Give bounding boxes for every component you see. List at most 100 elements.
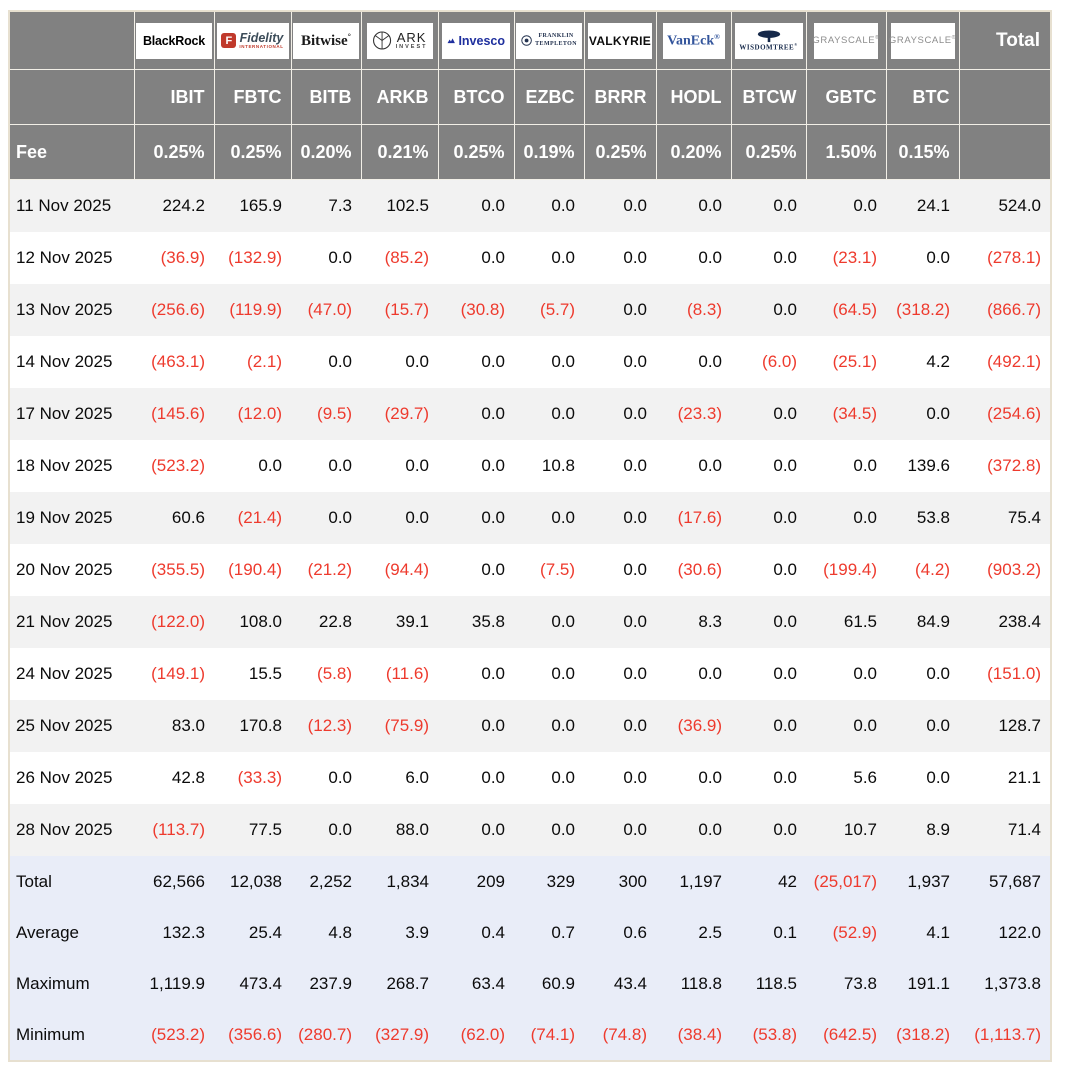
flow-value-cell: 1,197: [656, 856, 731, 907]
invesco-logo: Invesco: [442, 22, 510, 59]
invesco-mountain-icon: [447, 38, 455, 44]
flow-value-cell: (278.1): [959, 232, 1051, 284]
flow-value-cell: 77.5: [214, 804, 291, 856]
flow-value-cell: (6.0): [731, 336, 806, 388]
table-row: 24 Nov 2025 (149.1) 15.5 (5.8) (11.6) 0.0 0.0 0…: [9, 648, 1051, 700]
fee-gbtc: 1.50%: [805, 124, 887, 180]
grayscale-logo: GRAYSCALE®: [812, 22, 879, 59]
flow-value-cell: 1,119.9: [134, 958, 214, 1009]
flow-value-cell: (33.3): [214, 752, 291, 804]
flow-value-cell: 0.0: [291, 336, 361, 388]
flow-value-cell: 237.9: [291, 958, 361, 1009]
table-row: 12 Nov 2025 (36.9) (132.9) 0.0 (85.2) 0.0 0.0 0…: [9, 232, 1051, 284]
flow-value-cell: 0.0: [731, 804, 806, 856]
summary-row-label: Maximum: [9, 958, 134, 1009]
date-label: 13 Nov 2025: [9, 284, 134, 336]
table-row: 20 Nov 2025 (355.5) (190.4) (21.2) (94.4) 0.0…: [9, 544, 1051, 596]
flow-value-cell: (463.1): [134, 336, 214, 388]
flow-value-cell: 0.0: [656, 232, 731, 284]
flow-value-cell: 15.5: [214, 648, 291, 700]
date-label: 18 Nov 2025: [9, 440, 134, 492]
flow-value-cell: 0.0: [656, 336, 731, 388]
fee-total-blank: [958, 124, 1052, 180]
table-row: 21 Nov 2025 (122.0) 108.0 22.8 39.1 35.8 0.0 0.…: [9, 596, 1051, 648]
flow-value-cell: (23.3): [656, 388, 731, 440]
flow-value-cell: (903.2): [959, 544, 1051, 596]
flow-value-cell: (372.8): [959, 440, 1051, 492]
ticker-ibit: IBIT: [133, 69, 215, 125]
flow-value-cell: 165.9: [214, 179, 291, 232]
flow-value-cell: 25.4: [214, 907, 291, 958]
flow-value-cell: 0.0: [806, 648, 886, 700]
flow-value-cell: 0.0: [731, 492, 806, 544]
franklin-head-icon: [521, 35, 532, 46]
flow-value-cell: 43.4: [584, 958, 656, 1009]
flow-value-cell: 0.0: [438, 232, 514, 284]
logo-cell-bitwise: Bitwise°: [290, 10, 362, 70]
logo-cell-ark: ARK INVEST: [360, 10, 439, 70]
flow-value-cell: 4.8: [291, 907, 361, 958]
fee-fbtc: 0.25%: [213, 124, 292, 180]
flow-value-cell: (642.5): [806, 1009, 886, 1061]
flow-value-cell: 0.0: [514, 804, 584, 856]
date-label: 19 Nov 2025: [9, 492, 134, 544]
flow-value-cell: 1,937: [886, 856, 959, 907]
flow-value-cell: (1,113.7): [959, 1009, 1051, 1061]
flow-value-cell: (94.4): [361, 544, 438, 596]
flow-value-cell: (151.0): [959, 648, 1051, 700]
flow-value-cell: 0.0: [438, 492, 514, 544]
flow-value-cell: (21.2): [291, 544, 361, 596]
flow-value-cell: 0.0: [886, 752, 959, 804]
flow-value-cell: 329: [514, 856, 584, 907]
date-label: 11 Nov 2025: [9, 179, 134, 232]
flow-value-cell: 300: [584, 856, 656, 907]
ticker-btc: BTC: [885, 69, 960, 125]
table-row: 18 Nov 2025 (523.2) 0.0 0.0 0.0 0.0 10.8 0.0 0.0…: [9, 440, 1051, 492]
logo-cell-grayscale-gbtc: GRAYSCALE®: [805, 10, 887, 70]
flow-value-cell: 35.8: [438, 596, 514, 648]
date-label: 28 Nov 2025: [9, 804, 134, 856]
valkyrie-logo-text: VALKYRIE: [588, 33, 652, 48]
flow-value-cell: 0.1: [731, 907, 806, 958]
flow-value-cell: 1,373.8: [959, 958, 1051, 1009]
flow-value-cell: 75.4: [959, 492, 1051, 544]
flow-value-cell: (7.5): [514, 544, 584, 596]
flow-value-cell: 0.0: [584, 179, 656, 232]
flow-value-cell: 0.0: [731, 596, 806, 648]
flow-value-cell: 2,252: [291, 856, 361, 907]
flow-value-cell: 42.8: [134, 752, 214, 804]
flow-value-cell: (523.2): [134, 1009, 214, 1061]
ticker-row: IBIT FBTC BITB ARKB BTCO EZBC BRRR HODL …: [8, 69, 1052, 125]
flow-value-cell: (145.6): [134, 388, 214, 440]
flow-value-cell: 209: [438, 856, 514, 907]
flow-value-cell: 0.0: [438, 700, 514, 752]
ark-invest-logo: ARK INVEST: [366, 22, 433, 59]
date-label: 25 Nov 2025: [9, 700, 134, 752]
flow-value-cell: 0.0: [361, 492, 438, 544]
flow-value-cell: 0.0: [584, 232, 656, 284]
franklin-templeton-logo: FRANKLIN TEMPLETON: [516, 22, 582, 59]
franklin-logo-text-2: TEMPLETON: [535, 40, 577, 47]
flow-value-cell: 57,687: [959, 856, 1051, 907]
fidelity-logo: F Fidelity INTERNATIONAL: [216, 22, 289, 59]
flow-value-cell: (25,017): [806, 856, 886, 907]
flow-value-cell: (113.7): [134, 804, 214, 856]
table-row: 19 Nov 2025 60.6 (21.4) 0.0 0.0 0.0 0.0 0.0 (17.…: [9, 492, 1051, 544]
flow-value-cell: 42: [731, 856, 806, 907]
franklin-logo-text-1: FRANKLIN: [538, 33, 574, 39]
table-row: 13 Nov 2025 (256.6) (119.9) (47.0) (15.7) (30…: [9, 284, 1051, 336]
summary-row-label: Average: [9, 907, 134, 958]
fee-row: Fee 0.25% 0.25% 0.20% 0.21% 0.25% 0.19% …: [8, 124, 1052, 180]
flow-value-cell: 0.0: [514, 492, 584, 544]
summary-row: Average 132.3 25.4 4.8 3.9 0.4 0.7 0.6 2.5 0.1 (52…: [9, 907, 1051, 958]
grayscale-logo: GRAYSCALE®: [889, 22, 955, 59]
fidelity-logo-text: Fidelity: [239, 30, 284, 45]
ark-logo-subtext: INVEST: [395, 44, 428, 50]
fee-hodl: 0.20%: [655, 124, 732, 180]
flow-value-cell: 238.4: [959, 596, 1051, 648]
flow-value-cell: (36.9): [656, 700, 731, 752]
flow-value-cell: (52.9): [806, 907, 886, 958]
flow-value-cell: (122.0): [134, 596, 214, 648]
flow-value-cell: 0.0: [584, 752, 656, 804]
flow-value-cell: (29.7): [361, 388, 438, 440]
